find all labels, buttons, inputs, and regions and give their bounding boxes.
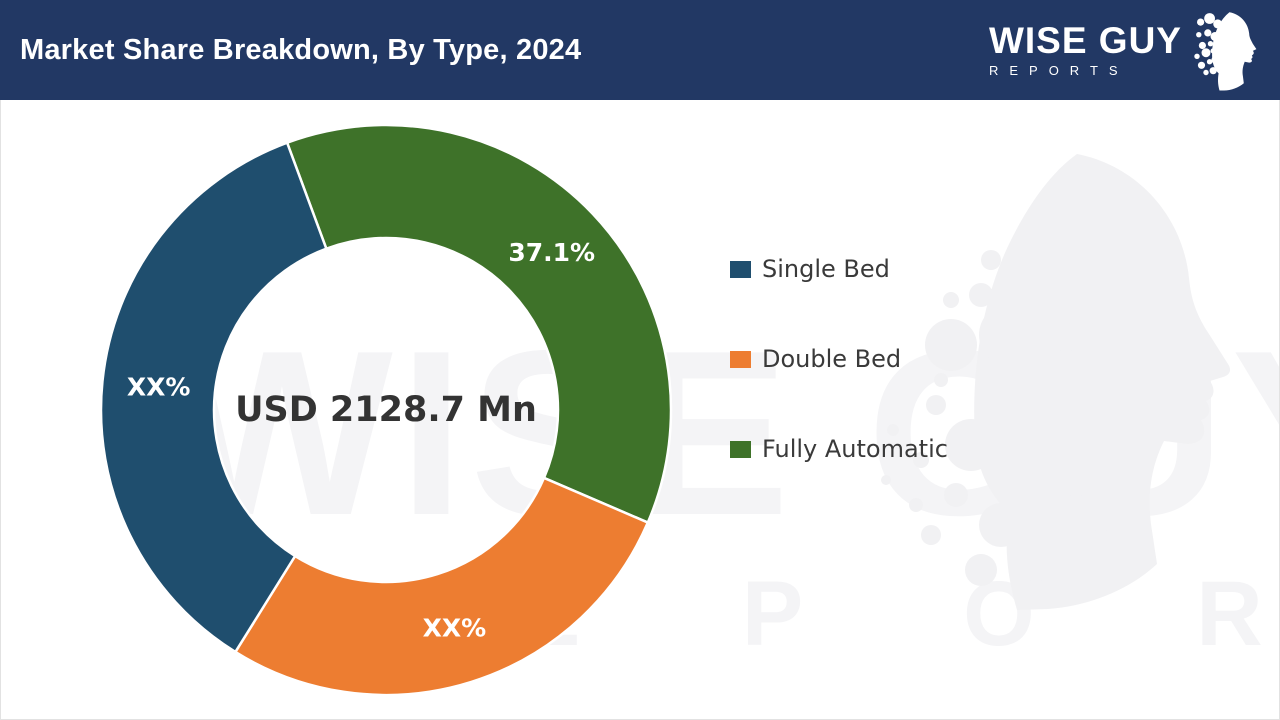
legend-swatch <box>730 350 751 368</box>
slice-label: XX% <box>127 372 191 401</box>
logo-head-icon <box>1194 12 1257 91</box>
donut-center-value: USD 2128.7 Mn <box>235 390 537 430</box>
chart-area: WISE GUY R E P O R T S 37.1%XX%XX% USD 2… <box>0 100 1280 720</box>
chart-legend: Single Bed Double Bed Fully Automatic <box>730 255 948 463</box>
logo-wordmark-sub: REPORTS <box>988 63 1129 78</box>
legend-swatch <box>730 260 751 278</box>
header-bar: Market Share Breakdown, By Type, 2024 WI… <box>0 0 1280 100</box>
slice-label: XX% <box>423 614 487 643</box>
legend-item-single-bed: Single Bed <box>730 255 948 283</box>
legend-label: Double Bed <box>762 345 902 373</box>
donut-chart: 37.1% XX% XX% <box>99 123 673 697</box>
donut-segment-fully-automatic <box>285 123 673 524</box>
logo-wordmark: WISE GUY REPORTS <box>989 22 1182 78</box>
page-title: Market Share Breakdown, By Type, 2024 <box>20 33 582 66</box>
legend-item-fully-automatic: Fully Automatic <box>730 435 948 463</box>
donut-segment-double-bed <box>234 476 650 697</box>
legend-swatch <box>730 440 751 458</box>
logo-wordmark-main: WISE GUY <box>988 20 1182 61</box>
legend-label: Single Bed <box>762 255 890 283</box>
brand-logo: WISE GUY REPORTS <box>989 9 1260 91</box>
donut-segment-single-bed <box>99 141 328 654</box>
slice-label: 37.1% <box>508 238 595 267</box>
legend-label: Fully Automatic <box>762 435 948 463</box>
legend-item-double-bed: Double Bed <box>730 345 948 373</box>
